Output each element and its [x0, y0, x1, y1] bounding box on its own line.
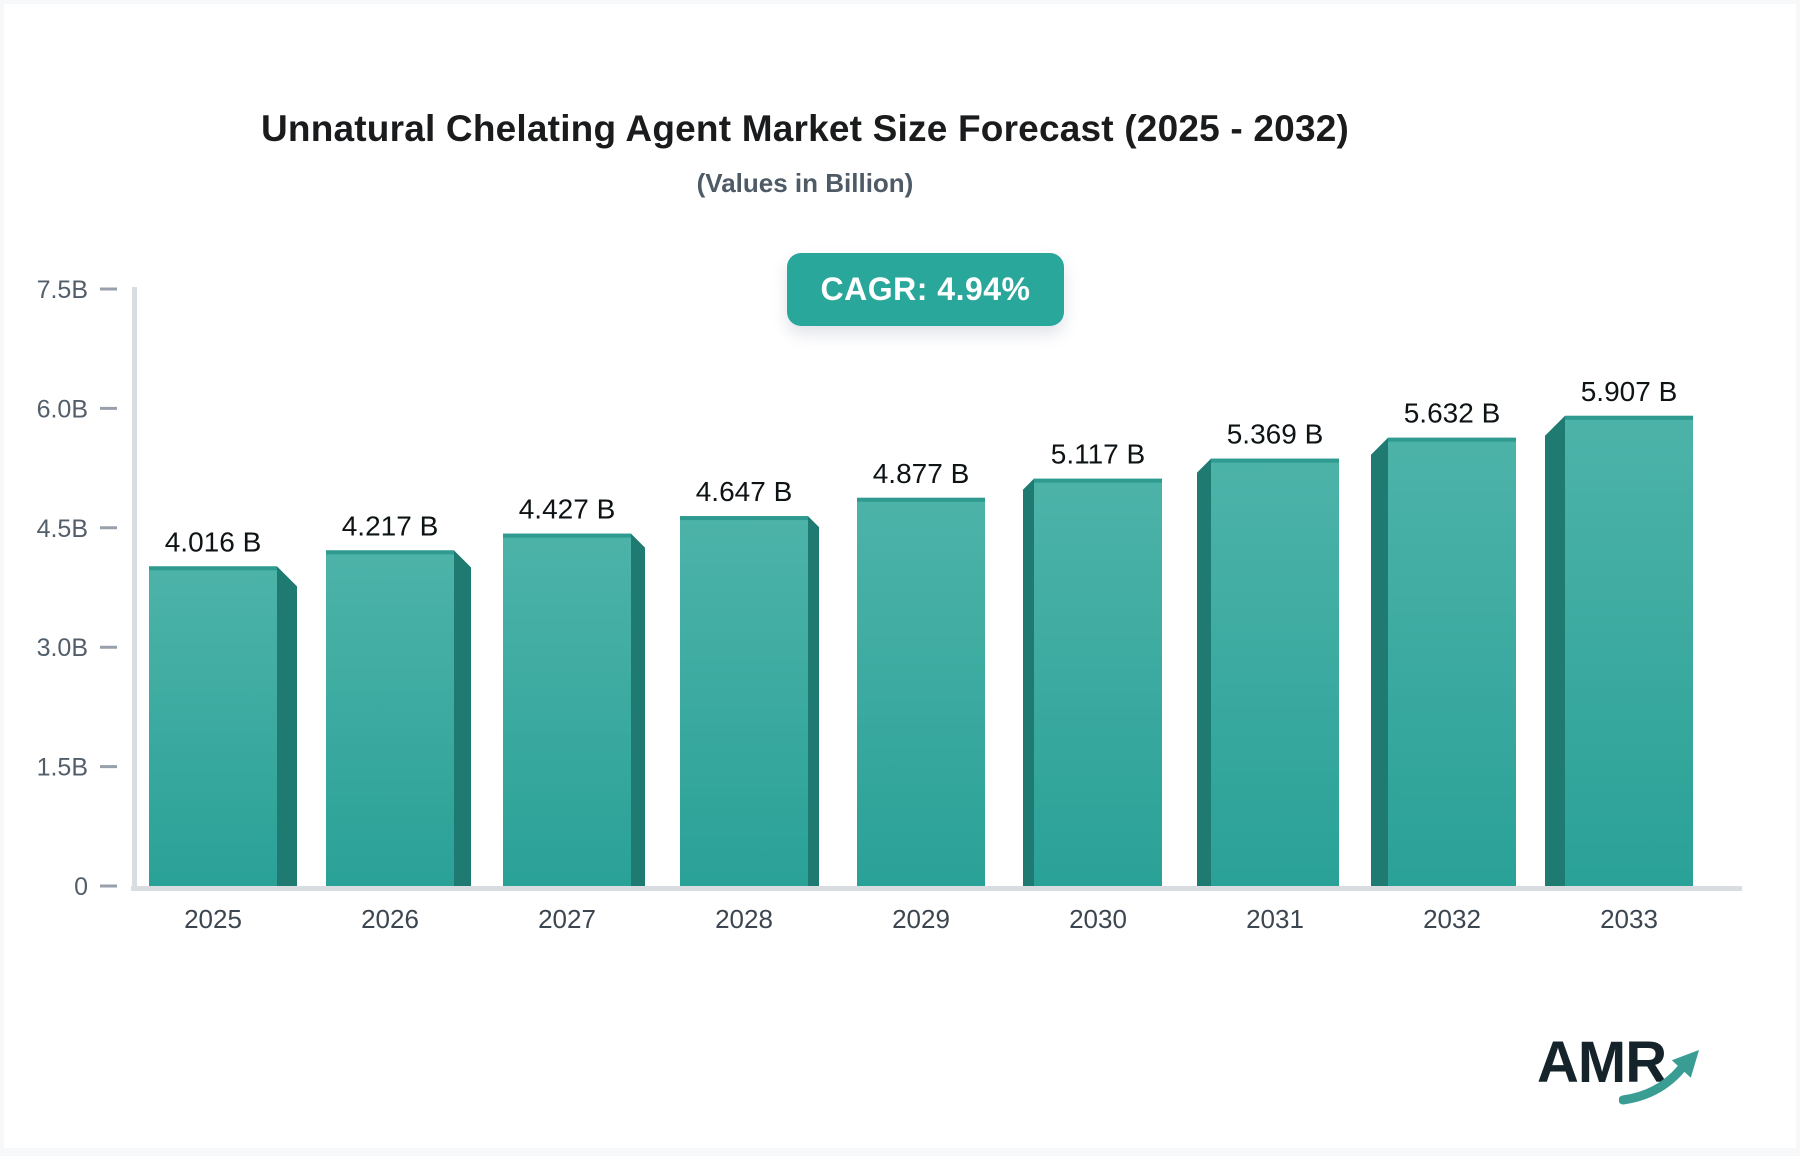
bar-top-edge [1565, 415, 1693, 420]
y-tick-label: 3.0B [37, 634, 88, 662]
bar-value-label: 4.016 B [165, 526, 262, 557]
bar-top-edge [1388, 437, 1516, 442]
bar-top-edge [149, 566, 277, 571]
bar [326, 550, 454, 886]
y-tick-label: 6.0B [37, 395, 88, 423]
chart-title: Unnatural Chelating Agent Market Size Fo… [260, 108, 1350, 149]
y-tick-label: 1.5B [37, 754, 88, 782]
x-tick-label: 2026 [361, 904, 419, 934]
bar-side-face [454, 550, 471, 886]
bar-value-label: 4.647 B [696, 476, 793, 507]
bar-side-face [1197, 458, 1211, 886]
bar-side-face [1023, 478, 1034, 886]
bar-side-face [808, 516, 819, 886]
bar-side-face [277, 566, 297, 886]
bar-top-edge [857, 497, 985, 502]
y-tick-label: 7.5B [37, 276, 88, 304]
x-tick-label: 2030 [1069, 904, 1127, 934]
y-tick-label: 4.5B [37, 515, 88, 543]
amr-logo-text: AMR [1537, 1030, 1667, 1095]
bar [857, 497, 985, 886]
bar [149, 566, 277, 886]
bar [1388, 437, 1516, 886]
bar-top-edge [1211, 458, 1339, 463]
bar-top-edge [503, 533, 631, 538]
amr-logo: AMR [1537, 1034, 1717, 1114]
bar [1034, 478, 1162, 886]
bar-value-label: 5.632 B [1404, 398, 1501, 429]
bar-value-label: 4.427 B [519, 494, 616, 525]
bar [503, 533, 631, 886]
bar-side-face [1545, 415, 1565, 886]
bar-value-label: 5.117 B [1051, 439, 1145, 470]
bar [680, 516, 808, 886]
bar-value-label: 5.907 B [1581, 376, 1678, 407]
bar [1211, 458, 1339, 886]
x-tick-label: 2033 [1600, 904, 1658, 934]
bar [1565, 415, 1693, 886]
bar-value-label: 5.369 B [1227, 419, 1324, 450]
bar-value-label: 4.217 B [342, 510, 439, 541]
bar-value-label: 4.877 B [873, 458, 970, 489]
cagr-badge: CAGR: 4.94% [787, 253, 1064, 326]
x-tick-label: 2029 [892, 904, 950, 934]
bar-top-edge [680, 516, 808, 521]
chart-subtitle: (Values in Billion) [696, 168, 914, 198]
x-tick-label: 2028 [715, 904, 773, 934]
bar-side-face [631, 533, 645, 886]
x-tick-label: 2025 [184, 904, 242, 934]
x-tick-label: 2032 [1423, 904, 1481, 934]
x-tick-label: 2031 [1246, 904, 1304, 934]
cagr-badge-label: CAGR: 4.94% [820, 271, 1031, 307]
bar-side-face [1371, 437, 1388, 886]
growth-arrow-icon [1619, 1050, 1699, 1105]
y-tick-label: 0 [74, 873, 88, 901]
bar-top-edge [1034, 478, 1162, 483]
x-tick-label: 2027 [538, 904, 596, 934]
bar-top-edge [326, 550, 454, 555]
